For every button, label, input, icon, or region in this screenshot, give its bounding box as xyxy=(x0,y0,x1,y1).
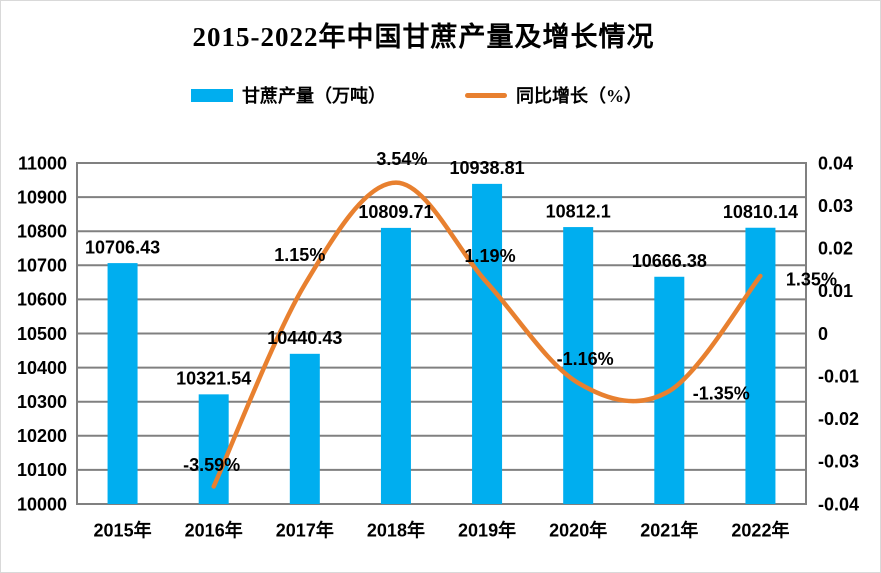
line-label-2019年: 1.19% xyxy=(465,246,516,266)
bar-label-2022年: 10810.14 xyxy=(723,202,798,222)
y-axis-tick-right: 0 xyxy=(818,324,828,344)
bar-label-2016年: 10321.54 xyxy=(176,369,251,389)
y-axis-tick-left: 10800 xyxy=(17,222,67,242)
y-axis-tick-left: 10000 xyxy=(17,494,67,514)
y-axis-tick-left: 11000 xyxy=(18,153,67,173)
bar-2020年 xyxy=(563,227,594,504)
x-axis-tick: 2022年 xyxy=(731,519,789,540)
line-label-2022年: 1.35% xyxy=(786,269,837,289)
y-axis-tick-left: 10600 xyxy=(17,290,67,310)
bar-label-2015年: 10706.43 xyxy=(85,237,160,257)
y-axis-tick-right: -0.01 xyxy=(818,366,859,386)
legend-item-production: 甘蔗产量（万吨） xyxy=(191,83,386,107)
bar-2022年 xyxy=(745,227,776,505)
y-axis-tick-right: 0.03 xyxy=(818,196,853,216)
x-axis-tick: 2018年 xyxy=(367,519,425,540)
line-label-2018年: 3.54% xyxy=(376,149,427,169)
y-axis-tick-right: 0.02 xyxy=(818,239,853,259)
y-axis-tick-left: 10200 xyxy=(17,426,67,446)
bar-2015年 xyxy=(107,263,138,504)
y-axis-tick-left: 10700 xyxy=(17,256,67,276)
x-axis-tick: 2016年 xyxy=(185,519,243,540)
y-axis-tick-left: 10900 xyxy=(17,187,67,207)
y-axis-tick-right: -0.03 xyxy=(818,452,859,472)
y-axis-tick-right: 0.01 xyxy=(818,281,853,301)
y-axis-tick-left: 10100 xyxy=(17,460,67,480)
x-axis-tick: 2015年 xyxy=(94,519,152,540)
line-label-2017年: 1.15% xyxy=(274,245,325,265)
bar-label-2021年: 10666.38 xyxy=(632,251,707,271)
x-axis-tick: 2017年 xyxy=(276,519,334,540)
y-axis-tick-left: 10400 xyxy=(17,358,67,378)
bar-label-2019年: 10938.81 xyxy=(450,158,525,178)
x-axis-tick: 2020年 xyxy=(549,519,607,540)
line-label-2021年: -1.35% xyxy=(693,383,750,403)
y-axis-tick-right: 0.04 xyxy=(818,153,853,173)
y-axis-tick-left: 10300 xyxy=(17,392,67,412)
bar-2017年 xyxy=(289,353,320,504)
legend-item-growth: 同比增长（%） xyxy=(465,83,642,107)
legend-label-growth: 同比增长（%） xyxy=(516,86,642,106)
bar-swatch-icon xyxy=(191,88,233,102)
legend-label-production: 甘蔗产量（万吨） xyxy=(242,86,386,106)
y-axis-tick-right: -0.04 xyxy=(818,494,859,514)
line-label-2016年: -3.59% xyxy=(183,455,240,475)
bar-label-2018年: 10809.71 xyxy=(358,202,433,222)
bar-2018年 xyxy=(380,227,411,504)
bar-label-2020年: 10812.1 xyxy=(546,201,611,221)
bar-label-2017年: 10440.43 xyxy=(267,328,342,348)
line-swatch-icon xyxy=(465,92,507,98)
bar-2019年 xyxy=(472,183,503,504)
growth-line xyxy=(211,180,763,489)
page-title: 2015-2022年中国甘蔗产量及增长情况 xyxy=(192,22,655,52)
x-axis-tick: 2019年 xyxy=(458,519,516,540)
line-label-2020年: -1.16% xyxy=(557,349,614,369)
y-axis-tick-right: -0.02 xyxy=(818,409,859,429)
x-axis-tick: 2021年 xyxy=(640,519,698,540)
y-axis-tick-left: 10500 xyxy=(17,324,67,344)
